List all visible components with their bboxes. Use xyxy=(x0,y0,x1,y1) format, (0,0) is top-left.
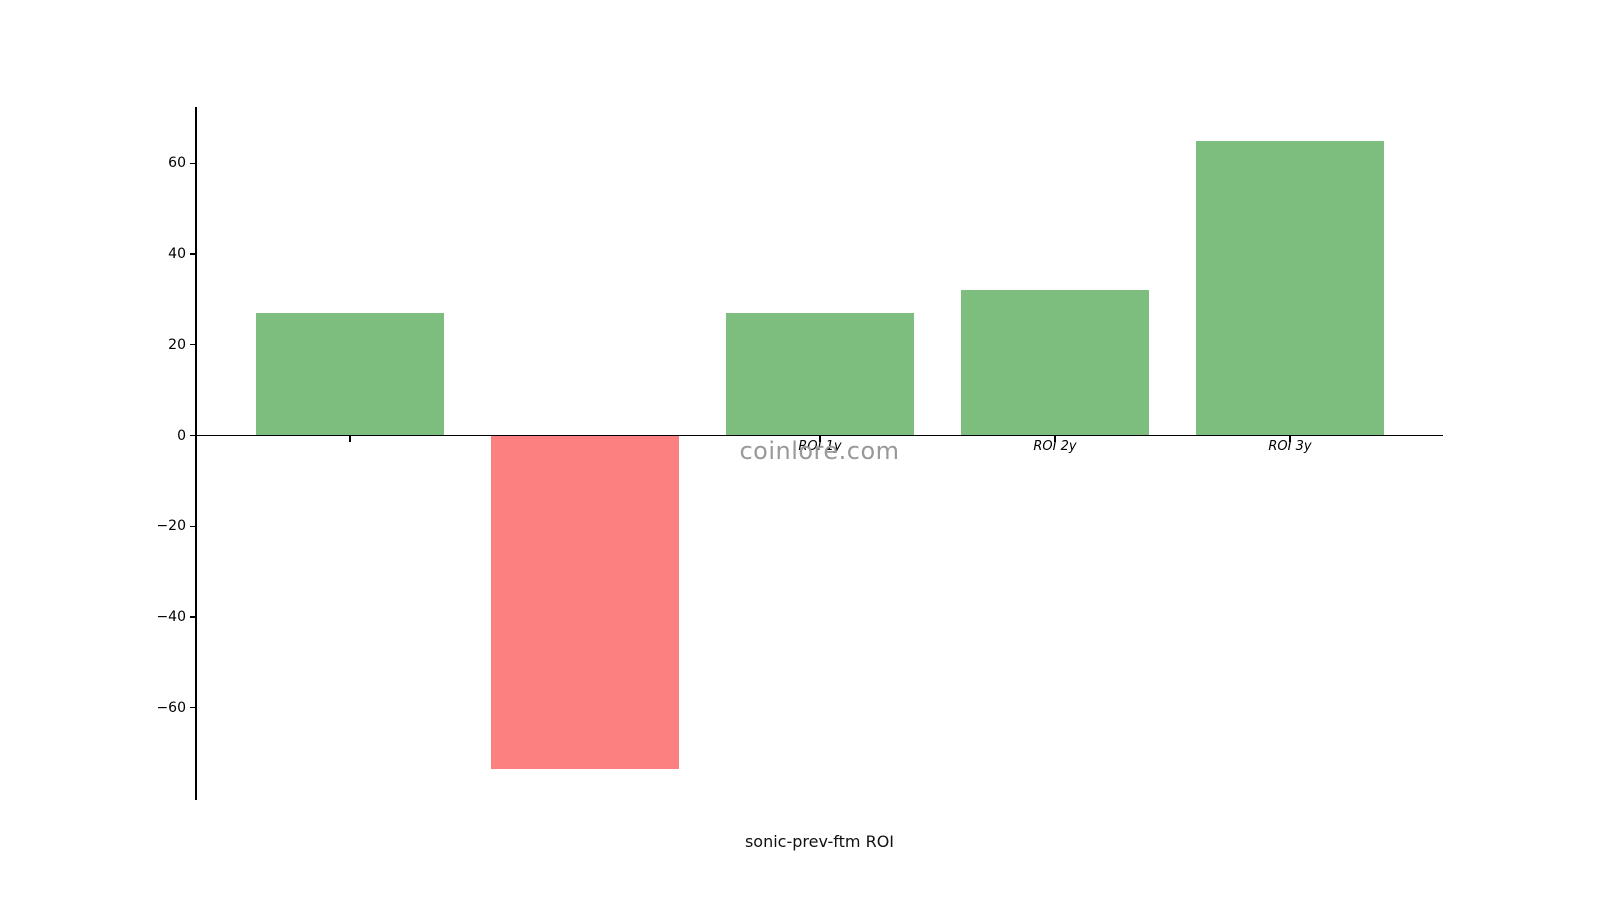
bar-roi-2y xyxy=(961,290,1149,436)
y-tick-label: 60 xyxy=(168,155,186,172)
y-tick-mark xyxy=(190,434,196,437)
bar-roi-1y xyxy=(726,313,914,436)
y-tick-label: 20 xyxy=(168,336,186,353)
y-tick-label: −40 xyxy=(156,608,186,625)
y-axis-line xyxy=(195,107,197,800)
y-tick-label: −20 xyxy=(156,518,186,535)
bar-roi-3y xyxy=(1196,140,1384,436)
y-tick-label: −60 xyxy=(156,699,186,716)
chart-title: sonic-prev-ftm ROI xyxy=(744,832,895,851)
x-tick-mark xyxy=(1289,435,1291,442)
x-tick-label-roi-2y: ROI 2y xyxy=(1033,439,1077,454)
bar-0 xyxy=(256,313,444,436)
x-tick-mark xyxy=(1054,435,1056,442)
y-tick-label: 40 xyxy=(168,246,186,263)
y-tick-mark xyxy=(190,162,196,164)
x-tick-mark xyxy=(349,435,351,442)
y-tick-mark xyxy=(190,616,196,618)
bar-1 xyxy=(491,435,679,769)
x-tick-label-roi-3y: ROI 3y xyxy=(1268,439,1312,454)
y-tick-label: 0 xyxy=(177,427,186,444)
watermark-text: coinlore.com xyxy=(739,437,900,465)
y-tick-mark xyxy=(190,525,196,527)
x-tick-label-roi-1y: ROI 1y xyxy=(798,439,842,454)
y-tick-mark xyxy=(190,344,196,346)
y-tick-mark xyxy=(190,253,196,255)
x-tick-mark xyxy=(819,435,821,442)
y-tick-mark xyxy=(190,707,196,709)
x-axis-line xyxy=(195,434,1443,437)
